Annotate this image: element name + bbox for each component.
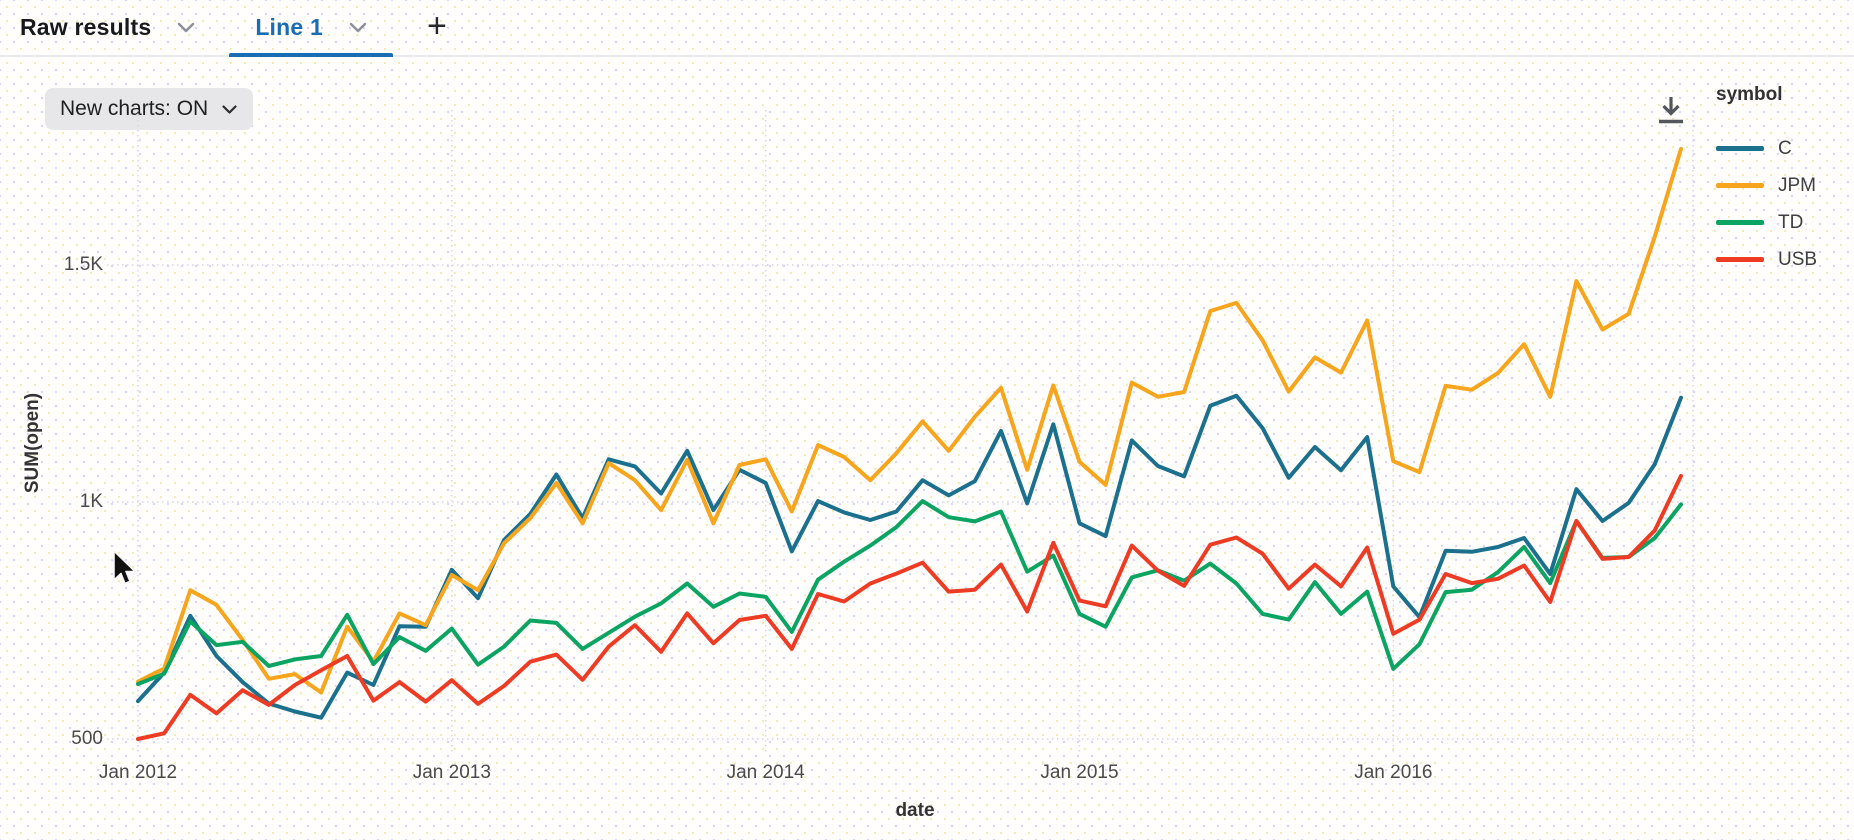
x-tick-label: Jan 2012	[98, 762, 178, 783]
new-charts-label: New charts: ON	[60, 97, 209, 120]
x-tick-label: Jan 2016	[1354, 762, 1433, 783]
tab-label: Line 1	[255, 14, 323, 40]
series-line-C	[136, 393, 1683, 720]
y-axis-title: SUM(open)	[22, 392, 43, 494]
legend: symbol C JPM TD USB	[1716, 84, 1817, 278]
legend-label: JPM	[1778, 174, 1816, 196]
chevron-down-icon[interactable]	[349, 22, 367, 33]
legend-label: USB	[1778, 248, 1818, 270]
tab-bar: Raw results Line 1 +	[0, 0, 1854, 57]
x-axis-title: date	[895, 800, 935, 821]
x-tick-label: Jan 2014	[726, 762, 805, 783]
active-tab-underline	[229, 53, 393, 57]
series-line-TD	[136, 499, 1683, 686]
add-tab-button[interactable]: +	[421, 9, 453, 47]
x-tick-label: Jan 2013	[412, 762, 491, 783]
legend-swatch-C	[1716, 146, 1764, 151]
legend-item-C[interactable]: C	[1716, 130, 1817, 167]
tab-raw-results[interactable]: Raw results	[20, 0, 229, 55]
legend-label: TD	[1778, 211, 1804, 233]
download-button[interactable]	[1650, 90, 1692, 132]
series-line-USB	[136, 473, 1683, 741]
new-charts-toggle[interactable]: New charts: ON	[45, 88, 254, 130]
chevron-down-icon	[222, 104, 237, 114]
legend-item-JPM[interactable]: JPM	[1716, 167, 1817, 204]
y-tick-label: 500	[71, 728, 103, 749]
x-tick-label: Jan 2015	[1040, 762, 1119, 783]
tab-label: Raw results	[20, 14, 152, 40]
legend-items: C JPM TD USB	[1716, 130, 1817, 278]
legend-swatch-USB	[1716, 257, 1764, 262]
mouse-cursor	[113, 550, 136, 585]
legend-swatch-JPM	[1716, 183, 1764, 188]
tab-line-1[interactable]: Line 1	[229, 0, 393, 57]
series-line-JPM	[136, 146, 1683, 695]
legend-item-TD[interactable]: TD	[1716, 204, 1817, 241]
legend-title: symbol	[1716, 84, 1783, 105]
y-tick-label: 1.5K	[63, 254, 103, 275]
chevron-down-icon[interactable]	[177, 22, 195, 33]
y-tick-label: 1K	[79, 491, 103, 512]
legend-item-USB[interactable]: USB	[1716, 241, 1817, 278]
legend-label: C	[1778, 137, 1792, 159]
download-icon	[1659, 97, 1683, 124]
legend-swatch-TD	[1716, 220, 1764, 225]
